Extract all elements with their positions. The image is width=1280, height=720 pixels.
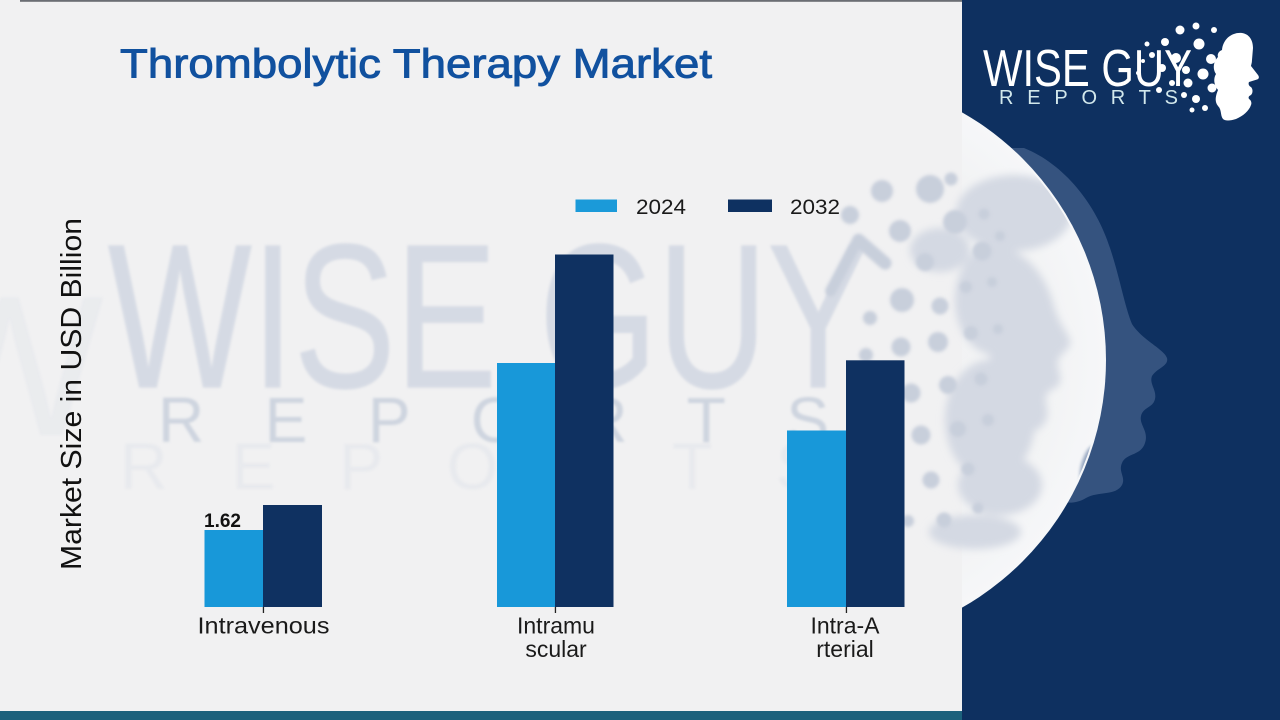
svg-text:rterial: rterial bbox=[816, 636, 874, 662]
svg-text:Market Size in USD Billion: Market Size in USD Billion bbox=[56, 218, 88, 570]
svg-text:2024: 2024 bbox=[636, 196, 686, 219]
svg-text:REPORTS: REPORTS bbox=[158, 384, 829, 456]
svg-text:Thrombolytic Therapy Market: Thrombolytic Therapy Market bbox=[120, 41, 713, 87]
svg-text:1.62: 1.62 bbox=[204, 511, 241, 532]
svg-text:Intramu: Intramu bbox=[517, 613, 595, 639]
svg-text:REPORTS: REPORTS bbox=[120, 429, 820, 503]
svg-text:WISE GUY: WISE GUY bbox=[108, 202, 869, 431]
svg-text:Intravenous: Intravenous bbox=[198, 613, 330, 639]
svg-text:scular: scular bbox=[525, 636, 587, 662]
svg-text:W: W bbox=[0, 255, 104, 478]
svg-text:Intra-A: Intra-A bbox=[810, 613, 880, 639]
svg-text:2032: 2032 bbox=[790, 196, 840, 219]
